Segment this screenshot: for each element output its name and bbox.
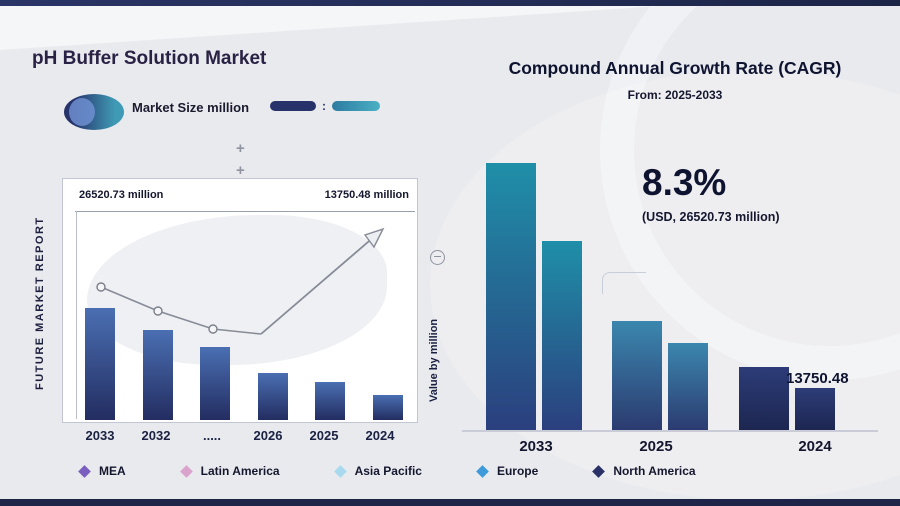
market-size-chart: 26520.73 million 13750.48 million (62, 178, 418, 423)
legend-item-europe: Europe (476, 464, 539, 478)
right-bar-2025-2 (668, 343, 708, 431)
x-label-2026: 2026 (253, 428, 283, 443)
plus-icon-2: + (236, 162, 245, 179)
left-bar-2024 (372, 395, 403, 420)
value-axis-label: Value by million (428, 318, 440, 402)
legend-label: Europe (496, 464, 539, 478)
left-bar-2026 (257, 373, 288, 420)
legend-diamond (179, 464, 193, 478)
right-chart-baseline (462, 430, 878, 432)
x-label-2033: 2033 (85, 428, 115, 443)
right-bars (468, 160, 878, 431)
x-label-2025: 2025 (309, 428, 339, 443)
right-bar-group-2033 (486, 163, 582, 431)
left-bar-2032 (142, 330, 173, 420)
corner-bracket-shape (602, 272, 646, 294)
future-market-report-watermark: FUTURE MARKET REPORT (34, 216, 46, 391)
left-bar-2033 (85, 308, 115, 420)
cagr-value: 8.3% (642, 162, 727, 203)
x-label-2032: 2032 (141, 428, 171, 443)
right-bar-2024-2 (795, 388, 835, 431)
cagr-subtitle: From: 2025-2033 (627, 88, 723, 102)
right-x-label-2025: 2025 (639, 438, 673, 455)
legend-diamond (592, 464, 606, 478)
legend-item-asia-pacific: Asia Pacific (333, 464, 422, 478)
cagr-title: Compound Annual Growth Rate (CAGR) (508, 58, 842, 78)
legend-item-latin-america: Latin America (179, 464, 280, 478)
plus-icon: + (236, 140, 245, 157)
right-bar-2033-1 (486, 163, 536, 431)
legend-label: Asia Pacific (354, 464, 422, 478)
right-bar-group-2025 (612, 321, 708, 431)
top-border-strip (0, 0, 900, 6)
legend-pill-dark (270, 101, 316, 111)
chart-end-value-label: 13750.48 million (324, 189, 409, 201)
right-bar-2025-1 (612, 321, 662, 431)
right-bar-2033-2 (542, 241, 582, 431)
value-annotation: 13750.48 (786, 370, 849, 387)
left-bar-2025 (315, 382, 346, 420)
legend-diamond (333, 464, 347, 478)
legend-label: MEA (99, 464, 126, 478)
market-size-cylinder-icon (64, 94, 124, 130)
legend-label: North America (613, 464, 696, 478)
left-bars (79, 208, 409, 420)
legend-item-north-america: North America (592, 464, 696, 478)
market-size-legend-label: Market Size million (132, 100, 250, 115)
legend-item-mea: MEA (78, 464, 126, 478)
x-label-2024: 2024 (365, 428, 395, 443)
right-x-label-2033: 2033 (519, 438, 553, 455)
chart-y-axis (76, 211, 77, 419)
page-title: pH Buffer Solution Market (32, 48, 267, 69)
legend-diamond (476, 464, 489, 478)
chart-max-value-label: 26520.73 million (79, 189, 164, 201)
legend-pill-separator: : (322, 99, 326, 113)
legend-pill-row: : (270, 99, 380, 113)
region-legend: MEA Latin America Asia Pacific Europe No… (78, 464, 696, 478)
cagr-note: (USD, 26520.73 million) (642, 210, 780, 224)
legend-label: Latin America (200, 464, 280, 478)
bottom-border-strip (0, 499, 900, 506)
left-x-axis-labels: 2033 2032 ..... 2026 2025 2024 (62, 428, 418, 443)
circle-minus-icon (430, 250, 445, 265)
right-bar-group-2024 (739, 367, 835, 431)
right-x-label-2024: 2024 (798, 438, 832, 455)
chart-top-rule (75, 211, 415, 212)
legend-diamond (78, 464, 91, 478)
x-label-dots: ..... (202, 428, 222, 443)
right-bar-2024-1 (739, 367, 789, 431)
left-bar-..... (200, 347, 231, 420)
legend-pill-teal (332, 101, 380, 111)
background-band (0, 6, 660, 50)
